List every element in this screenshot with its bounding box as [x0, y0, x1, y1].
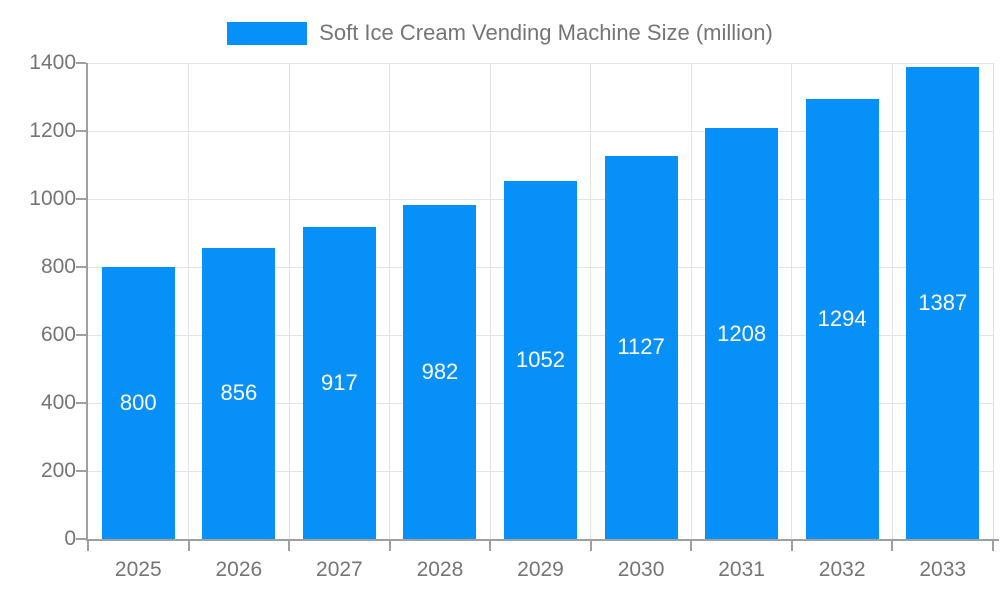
x-axis-tick — [489, 539, 492, 551]
x-axis-label: 2026 — [215, 558, 263, 581]
y-axis-label: 1400 — [29, 51, 76, 74]
x-axis-label: 2030 — [617, 558, 665, 581]
x-axis-line — [86, 539, 999, 541]
bar[interactable]: 1294 — [805, 99, 879, 539]
bar-value-label: 982 — [421, 359, 459, 385]
plot-area: 800 856 917 982 1052 1127 1208 1294 1387 — [76, 62, 999, 551]
x-axis-label: 2027 — [316, 558, 363, 581]
y-axis-label: 600 — [40, 323, 76, 346]
y-axis-label: 1000 — [29, 187, 76, 210]
y-axis-label: 800 — [40, 255, 76, 278]
x-axis-label: 2028 — [416, 558, 464, 581]
bar-value-label: 1208 — [717, 320, 767, 346]
y-axis-label: 200 — [40, 459, 76, 482]
bar-value-label: 1294 — [817, 306, 867, 331]
bar-value-label: 1387 — [918, 290, 968, 316]
x-axis-label: 2031 — [718, 558, 765, 581]
y-axis-tick — [76, 470, 86, 472]
bar[interactable]: 982 — [403, 205, 477, 539]
gridline-vertical — [992, 63, 994, 539]
x-axis-label: 2032 — [818, 558, 866, 581]
x-axis-tick — [589, 539, 592, 551]
gridline-horizontal — [88, 62, 993, 64]
y-axis-tick — [76, 266, 86, 268]
bar[interactable]: 1127 — [604, 155, 678, 539]
gridline-vertical — [690, 63, 692, 539]
x-axis-tick — [388, 539, 391, 551]
bar[interactable]: 856 — [202, 247, 276, 539]
y-axis-line — [86, 63, 88, 539]
y-axis-tick — [76, 538, 86, 540]
chart-legend[interactable]: Soft Ice Cream Vending Machine Size (mil… — [0, 20, 1000, 46]
legend-label: Soft Ice Cream Vending Machine Size (mil… — [319, 20, 773, 45]
x-axis-tick — [288, 539, 291, 551]
bar-value-label: 1127 — [617, 334, 665, 360]
bar-value-label: 856 — [220, 380, 258, 406]
bar[interactable]: 1387 — [906, 67, 980, 539]
gridline-vertical — [590, 63, 592, 539]
gridline-vertical — [288, 63, 290, 539]
y-axis-tick — [76, 130, 86, 132]
bar-value-label: 1052 — [516, 347, 565, 373]
x-axis-label: 2029 — [517, 558, 564, 581]
x-axis-tick — [891, 539, 894, 551]
y-axis-tick — [76, 198, 86, 200]
y-axis-tick — [76, 402, 86, 404]
y-axis-tick — [76, 62, 86, 64]
x-axis-label: 2025 — [114, 558, 162, 581]
x-axis-tick — [187, 539, 190, 551]
x-axis-tick — [992, 539, 994, 551]
gridline-horizontal — [88, 130, 993, 132]
y-axis-label: 400 — [40, 391, 76, 414]
gridline-vertical — [489, 63, 491, 539]
gridline-vertical — [791, 63, 793, 539]
x-axis-label: 2033 — [919, 558, 967, 581]
bar-value-label: 800 — [119, 390, 157, 415]
bar[interactable]: 800 — [101, 267, 175, 539]
legend-swatch — [227, 21, 308, 45]
y-axis-label: 1200 — [29, 119, 76, 142]
y-axis-label: 0 — [64, 527, 76, 550]
x-axis-tick — [690, 539, 693, 551]
x-axis-tick — [790, 539, 793, 551]
bar[interactable]: 1052 — [504, 181, 577, 539]
bar[interactable]: 1208 — [705, 128, 779, 539]
gridline-vertical — [891, 63, 893, 539]
bar-value-label: 917 — [321, 370, 358, 396]
y-axis-tick — [76, 334, 86, 336]
bar[interactable]: 917 — [302, 227, 376, 539]
gridline-vertical — [389, 63, 391, 539]
gridline-vertical — [188, 63, 190, 539]
x-axis-tick — [87, 539, 89, 551]
